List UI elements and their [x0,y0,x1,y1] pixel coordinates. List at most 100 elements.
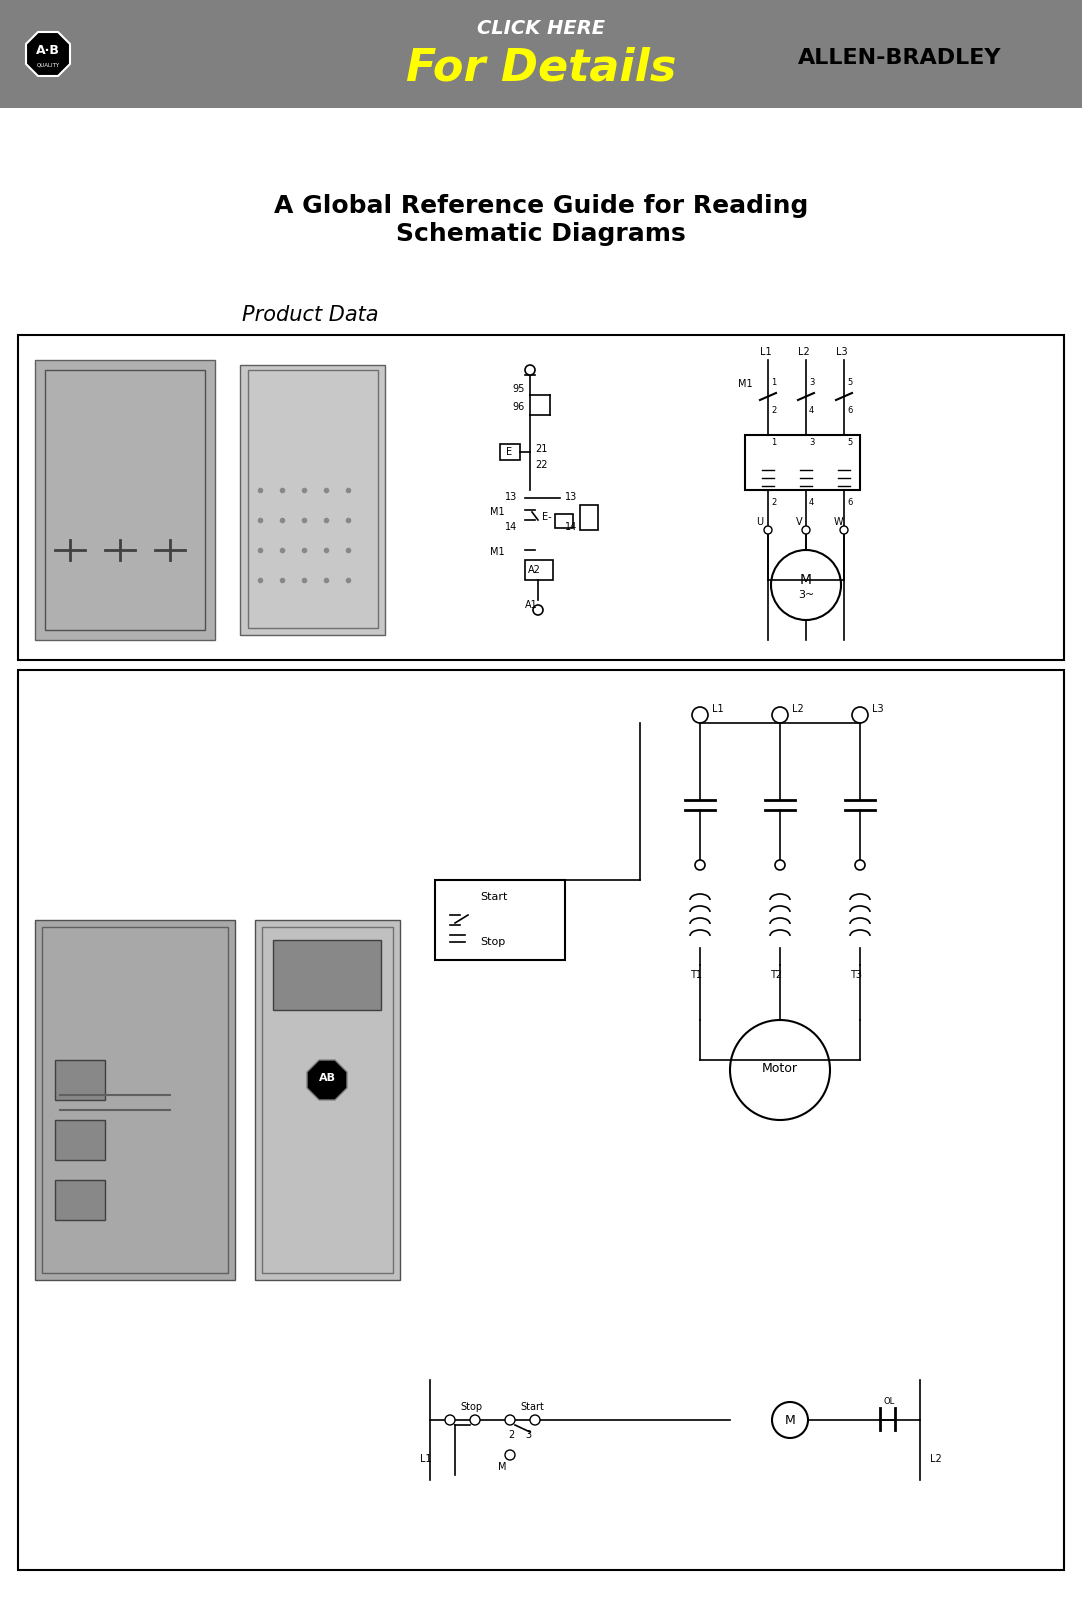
Circle shape [505,1414,515,1426]
Text: A·B: A·B [36,43,60,56]
Text: Product Data: Product Data [241,306,379,325]
Circle shape [771,550,841,619]
FancyBboxPatch shape [35,920,235,1280]
Text: 1: 1 [771,438,776,446]
Circle shape [525,365,535,374]
Bar [580,506,598,530]
Text: 14: 14 [505,522,517,531]
Text: E-: E- [542,512,552,522]
Circle shape [855,861,865,870]
Text: M: M [784,1413,795,1427]
Text: 21: 21 [535,443,547,454]
Text: ALLEN-BRADLEY: ALLEN-BRADLEY [799,48,1002,67]
Text: 2: 2 [771,498,776,507]
Text: A Global Reference Guide for Reading
Schematic Diagrams: A Global Reference Guide for Reading Sch… [274,194,808,246]
Circle shape [505,1450,515,1459]
Text: 4: 4 [809,406,815,414]
Bar [555,514,573,528]
Text: M: M [800,573,812,587]
Bar [273,939,381,1010]
Text: V: V [796,517,803,526]
Text: L1: L1 [760,347,771,357]
Bar [525,560,553,579]
Text: L2: L2 [792,704,804,714]
Text: 3: 3 [809,378,815,387]
Text: W: W [834,517,844,526]
Text: L3: L3 [836,347,847,357]
Bar [55,1120,105,1160]
Text: 22: 22 [535,461,547,470]
Bar [45,370,204,630]
Text: 2: 2 [509,1430,514,1440]
Text: L1: L1 [420,1454,432,1464]
Text: M1: M1 [738,379,753,389]
Text: For Details: For Details [406,46,676,90]
Text: U: U [756,517,763,526]
Text: 14: 14 [565,522,578,531]
Text: OL: OL [883,1397,894,1406]
Text: E: E [506,446,512,458]
FancyBboxPatch shape [35,360,215,640]
Text: Motor: Motor [762,1061,799,1075]
Text: 3: 3 [809,438,815,446]
FancyBboxPatch shape [240,365,385,635]
Circle shape [695,861,705,870]
Text: QUALITY: QUALITY [37,62,60,67]
Circle shape [802,526,810,534]
Circle shape [533,605,543,614]
Polygon shape [307,1059,347,1101]
Text: T2: T2 [770,970,782,979]
Circle shape [771,707,788,723]
Circle shape [771,1402,808,1438]
Bar [42,926,228,1274]
Bar [500,443,520,461]
FancyBboxPatch shape [255,920,400,1280]
Text: 4: 4 [809,498,815,507]
Circle shape [730,1021,830,1120]
Text: 5: 5 [847,378,853,387]
Text: 2: 2 [771,406,776,414]
Text: L3: L3 [872,704,884,714]
Text: 13: 13 [565,493,578,502]
Text: Stop: Stop [480,938,505,947]
Bar [18,334,1064,659]
Circle shape [764,526,771,534]
Text: Start: Start [480,893,507,902]
Text: L1: L1 [712,704,724,714]
Bar [18,670,1064,1570]
Polygon shape [26,32,70,75]
Text: L2: L2 [799,347,809,357]
Text: 13: 13 [505,493,517,502]
Bar [0,0,1082,109]
Bar [745,435,860,490]
Text: A1: A1 [525,600,538,610]
Text: 3~: 3~ [797,590,814,600]
Bar [55,1181,105,1219]
Text: T3: T3 [850,970,862,979]
Text: M1: M1 [490,507,504,517]
Text: Start: Start [520,1402,544,1411]
Text: 5: 5 [847,438,853,446]
Text: 3: 3 [525,1430,531,1440]
Circle shape [530,1414,540,1426]
Bar [55,1059,105,1101]
Text: AB: AB [318,1074,335,1083]
Circle shape [840,526,848,534]
Text: T1: T1 [690,970,702,979]
Circle shape [692,707,708,723]
Bar [262,926,393,1274]
Text: 6: 6 [847,406,853,414]
Text: 96: 96 [512,402,525,411]
Text: M1: M1 [490,547,504,557]
Circle shape [445,1414,456,1426]
Text: 95: 95 [512,384,525,394]
Text: CLICK HERE: CLICK HERE [477,19,605,37]
Text: 6: 6 [847,498,853,507]
Bar [435,880,565,960]
Circle shape [775,861,786,870]
Text: 1: 1 [771,378,776,387]
Text: A2: A2 [528,565,541,574]
Circle shape [470,1414,480,1426]
Text: M: M [498,1462,506,1472]
Circle shape [852,707,868,723]
